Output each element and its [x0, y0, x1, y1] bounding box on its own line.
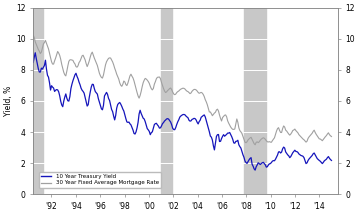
Bar — [244, 8, 266, 194]
Bar — [161, 8, 172, 194]
Y-axis label: Yield, %: Yield, % — [4, 86, 13, 116]
Bar — [33, 8, 43, 194]
Legend: 10 Year Treasury Yield, 30 Year Fixed Average Mortgage Rate: 10 Year Treasury Yield, 30 Year Fixed Av… — [39, 172, 161, 188]
